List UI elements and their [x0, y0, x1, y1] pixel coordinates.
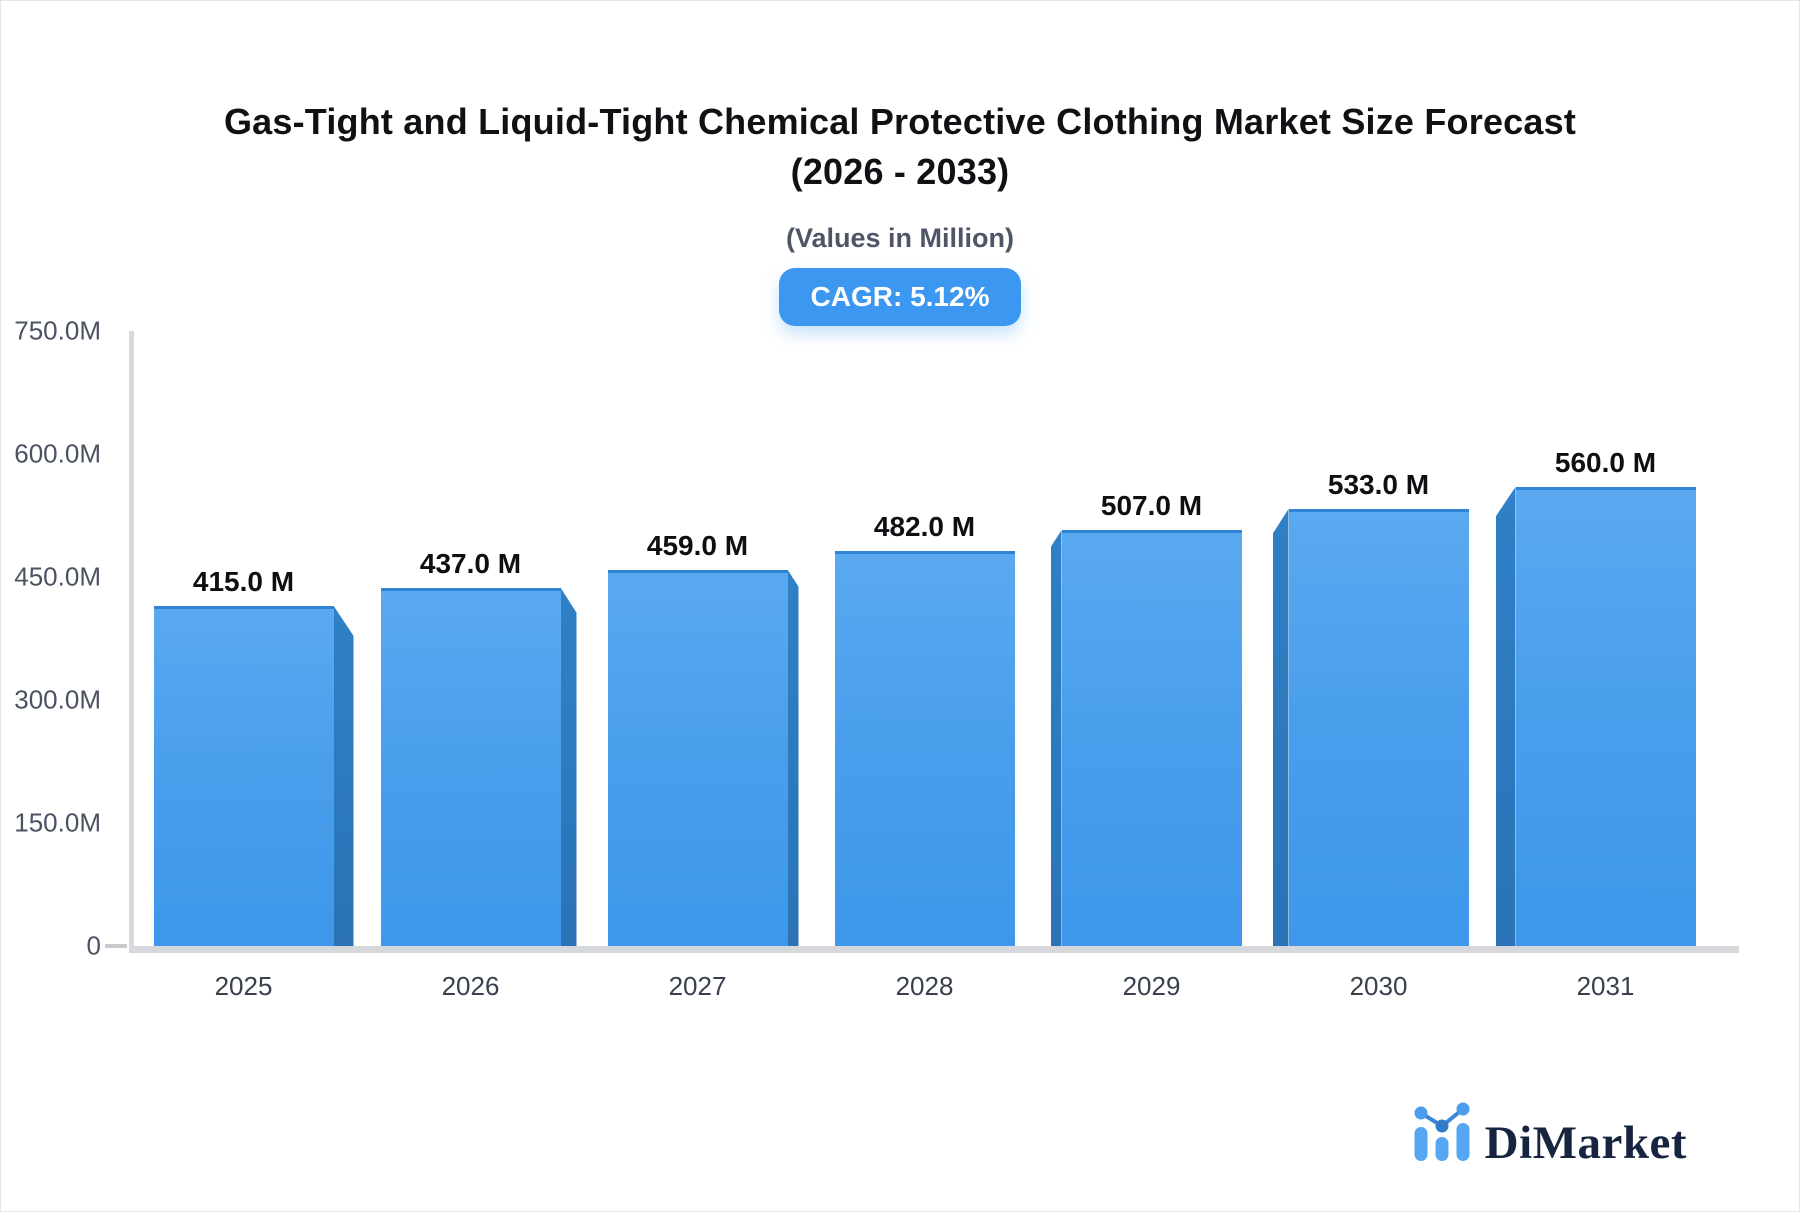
- chart-title-line1: Gas-Tight and Liquid-Tight Chemical Prot…: [223, 101, 1577, 142]
- bar-group-2025: 415.0 M: [130, 331, 357, 946]
- bar-side-face: [1050, 530, 1062, 946]
- bar-2029: [1061, 530, 1242, 946]
- chart-header: Gas-Tight and Liquid-Tight Chemical Prot…: [1, 97, 1799, 326]
- x-tick-label: 2026: [441, 971, 500, 1001]
- bar-2025: [153, 605, 334, 946]
- bar-value-label: 560.0 M: [1554, 446, 1657, 478]
- bar-value-label: 437.0 M: [419, 547, 522, 579]
- dimarket-logo-icon: [1413, 1100, 1471, 1167]
- bar-group-2026: 437.0 M: [357, 331, 584, 946]
- x-tick-label: 2029: [1122, 971, 1181, 1001]
- x-axis-labels: 2025 2026 2027 2028 2029 2030 2031: [130, 971, 1719, 1002]
- dimarket-logo: DiMarket: [1413, 1100, 1687, 1167]
- y-tick-label: 150.0M: [14, 807, 101, 838]
- bar-group-2031: 560.0 M: [1492, 331, 1719, 946]
- zero-tick-mark: [105, 944, 127, 948]
- dimarket-logo-text: DiMarket: [1484, 1117, 1687, 1169]
- bar-value-label: 533.0 M: [1327, 468, 1430, 500]
- bar-2030: [1288, 508, 1469, 946]
- chart-title-line2: (2026 - 2033): [790, 151, 1010, 192]
- bar-group-2030: 533.0 M: [1265, 331, 1492, 946]
- y-axis-line: [129, 331, 134, 952]
- y-tick-label: 300.0M: [14, 684, 101, 715]
- x-tick-label: 2028: [895, 971, 954, 1001]
- y-tick-label: 450.0M: [14, 561, 101, 592]
- bar-side-face: [787, 569, 799, 946]
- chart-subtitle: (Values in Million): [785, 223, 1015, 253]
- x-axis-line: [129, 946, 1739, 953]
- bar-value-label: 459.0 M: [646, 529, 749, 561]
- y-tick-label: 0: [86, 930, 101, 961]
- x-tick-label: 2031: [1576, 971, 1635, 1001]
- bar-group-2027: 459.0 M: [584, 331, 811, 946]
- x-tick-label: 2027: [668, 971, 727, 1001]
- bar-2027: [607, 569, 788, 946]
- bar-2028: [834, 550, 1015, 946]
- bar-2026: [380, 587, 561, 946]
- cagr-badge: CAGR: 5.12%: [778, 268, 1022, 326]
- bar-value-label: 415.0 M: [192, 565, 295, 597]
- x-tick-label: 2025: [214, 971, 273, 1001]
- y-axis-labels: 0 150.0M 300.0M 450.0M 600.0M 750.0M: [1, 316, 101, 961]
- bar-group-2028: 482.0 M: [811, 331, 1038, 946]
- y-tick-label: 600.0M: [14, 438, 101, 469]
- bar-value-label: 482.0 M: [873, 510, 976, 542]
- bar-side-face: [560, 587, 577, 946]
- y-tick-label: 750.0M: [14, 315, 101, 346]
- bar-value-label: 507.0 M: [1100, 490, 1203, 522]
- bar-side-face: [1495, 486, 1516, 946]
- bar-2031: [1515, 486, 1696, 946]
- bar-group-2029: 507.0 M: [1038, 331, 1265, 946]
- x-tick-label: 2030: [1349, 971, 1408, 1001]
- bars-container: 415.0 M 437.0 M 459.0 M 482.0 M 507.0 M 533.0…: [130, 331, 1719, 946]
- bar-side-face: [333, 605, 354, 946]
- bar-side-face: [1272, 508, 1289, 946]
